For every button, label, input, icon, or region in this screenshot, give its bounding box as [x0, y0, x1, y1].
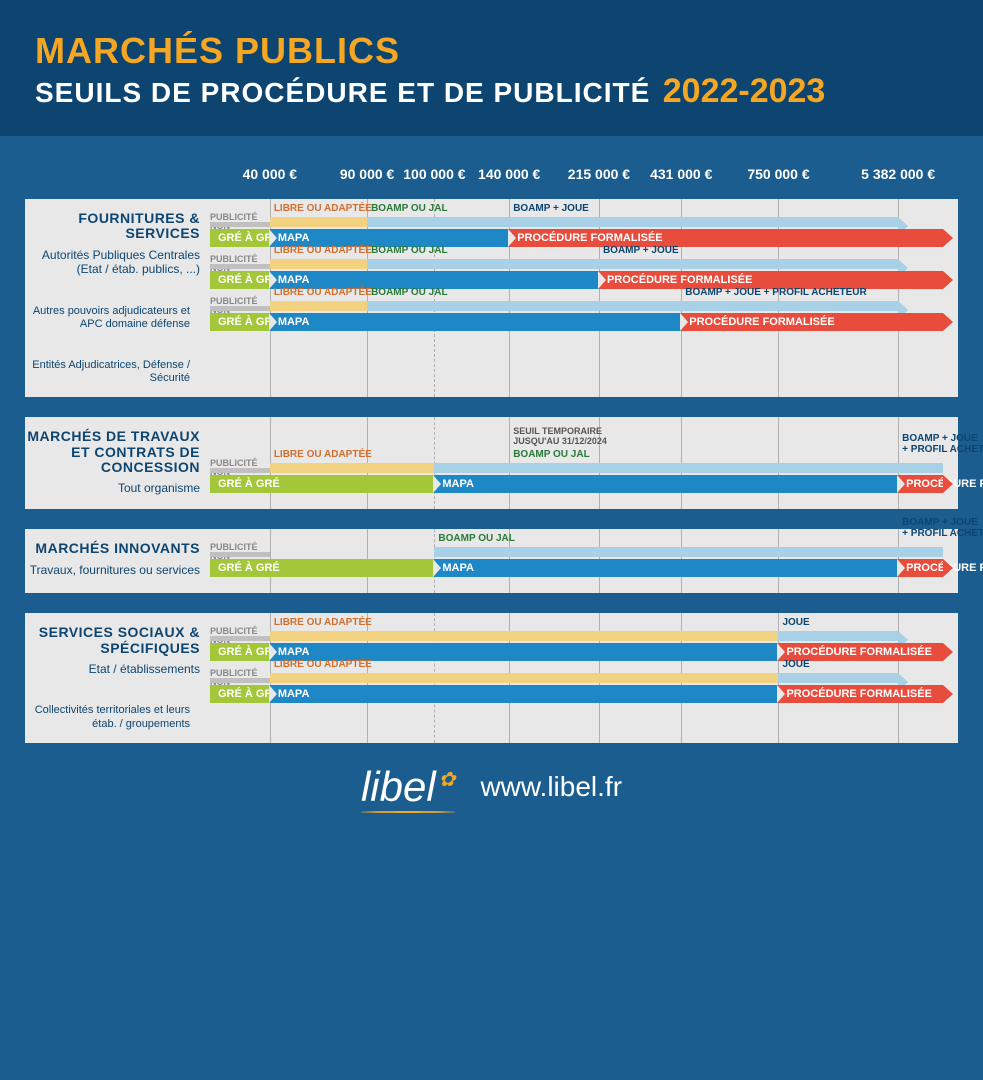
bar-segment [434, 547, 898, 557]
bar-segment [210, 468, 270, 473]
bar-segment: MAPA [434, 559, 898, 577]
bar-over-label: BOAMP + JOUE + PROFIL ACHETEUR [898, 517, 983, 539]
bar-segment: GRÉ À GRÉ [210, 313, 270, 331]
threshold-labels: 40 000 € 90 000 € 100 000 € 140 000 € 215 00… [210, 166, 958, 191]
bar-segment [270, 673, 779, 683]
bar-over-label: LIBRE OU ADAPTÉE [270, 203, 372, 214]
bar-segment [898, 547, 943, 557]
bar-over-label: BOAMP + JOUE + PROFIL ACHETEUR [898, 433, 983, 455]
footer: libel✿ www.libel.fr [0, 763, 983, 811]
section-subtitle: Etat / établissements [25, 662, 200, 676]
thresholds-row: 40 000 € 90 000 € 100 000 € 140 000 € 215 00… [25, 166, 958, 191]
bar-segment: PROCÉDURE FORM. [898, 559, 943, 577]
bar-segment: GRÉ À GRÉ [210, 475, 434, 493]
bar-segment: MAPA [434, 475, 898, 493]
bar-over-label: BOAMP OU JAL [367, 245, 448, 256]
bar-over-label: LIBRE OU ADAPTÉE [270, 659, 372, 670]
bar-segment: PROCÉDURE FORM. [898, 475, 943, 493]
bar-over-label: LIBRE OU ADAPTÉE [270, 617, 372, 628]
threshold-label: 90 000 € [340, 166, 395, 182]
bar-segment [210, 222, 270, 227]
bar-segment [270, 259, 367, 269]
bar-segment: GRÉ À GRÉ [210, 229, 270, 247]
section-title: FOURNITURES & SERVICES [25, 211, 200, 242]
section-subtitle: Tout organisme [25, 481, 200, 495]
logo-flower-icon: ✿ [439, 769, 456, 791]
bar-segment [898, 463, 943, 473]
bar-segment [270, 631, 779, 641]
bar-segment [210, 678, 270, 683]
bar-over-label: LIBRE OU ADAPTÉE [270, 287, 372, 298]
section-subtitle: Collectivités territoriales et leurs éta… [25, 704, 200, 730]
sections-container: FOURNITURES & SERVICES Autorités Publique… [25, 199, 958, 743]
bar-segment [367, 217, 509, 227]
threshold-label: 40 000 € [243, 166, 298, 182]
section-subtitle: Travaux, fournitures ou services [25, 563, 200, 577]
section-title: MARCHÉS DE TRAVAUX ET CONTRATS DE CONCES… [25, 429, 200, 475]
section: MARCHÉS DE TRAVAUX ET CONTRATS DE CONCES… [25, 417, 958, 509]
bar-segment [778, 673, 898, 683]
threshold-label: 215 000 € [568, 166, 630, 182]
bar-segment: GRÉ À GRÉ [210, 559, 434, 577]
bar-over-label: LIBRE OU ADAPTÉE [270, 245, 372, 256]
threshold-label: 5 382 000 € [861, 166, 935, 182]
bar-over-label: BOAMP OU JAL [367, 203, 448, 214]
bar-segment [210, 306, 270, 311]
bar-over-label: BOAMP OU JAL [367, 287, 448, 298]
header: MARCHÉS PUBLICS SEUILS DE PROCÉDURE ET D… [0, 0, 983, 136]
bar-over-label: BOAMP OU JAL [509, 449, 590, 460]
bar-segment: GRÉ À GRÉ [210, 643, 270, 661]
section-title: SERVICES SOCIAUX & SPÉCIFIQUES [25, 625, 200, 656]
title-subtitle: SEUILS DE PROCÉDURE ET DE PUBLICITÉ [35, 77, 650, 108]
threshold-label: 750 000 € [747, 166, 809, 182]
section-subtitle: Autorités Publiques Centrales (Etat / ét… [25, 248, 200, 277]
threshold-label: 100 000 € [403, 166, 465, 182]
bar-segment [210, 552, 270, 557]
bar-over-label: JOUE [778, 659, 809, 670]
temp-note: SEUIL TEMPORAIRE JUSQU'AU 31/12/2024 [509, 427, 607, 447]
bar-segment [778, 631, 898, 641]
bar-segment [367, 301, 681, 311]
threshold-label: 431 000 € [650, 166, 712, 182]
bar-segment [367, 259, 599, 269]
section: MARCHÉS INNOVANTS Travaux, fournitures ou… [25, 529, 958, 593]
bar-over-label: JOUE [778, 617, 809, 628]
bar-over-label: BOAMP OU JAL [434, 533, 515, 544]
title-year: 2022-2023 [663, 72, 826, 110]
bar-segment: GRÉ À GRÉ [210, 685, 270, 703]
bar-segment [270, 463, 435, 473]
bar-segment [210, 264, 270, 269]
bar-segment [210, 636, 270, 641]
logo: libel✿ [361, 763, 455, 811]
bar-segment: PROCÉDURE FORMALISÉE [778, 685, 943, 703]
bar-segment: MAPA [270, 313, 681, 331]
section: SERVICES SOCIAUX & SPÉCIFIQUES Etat / éta… [25, 613, 958, 743]
threshold-label: 140 000 € [478, 166, 540, 182]
section-title: MARCHÉS INNOVANTS [25, 541, 200, 556]
content: 40 000 € 90 000 € 100 000 € 140 000 € 215 00… [0, 136, 983, 743]
bar-segment [599, 259, 898, 269]
url: www.libel.fr [480, 771, 622, 803]
bar-segment: MAPA [270, 685, 779, 703]
bar-segment [434, 463, 898, 473]
bar-segment: PROCÉDURE FORMALISÉE [509, 229, 943, 247]
bar-over-label: BOAMP + JOUE + PROFIL ACHETEUR [681, 287, 867, 298]
bar-segment [509, 217, 898, 227]
bar-over-label: BOAMP + JOUE [509, 203, 589, 214]
section-subtitle: Entités Adjudicatrices, Défense / Sécuri… [25, 359, 200, 385]
bar-segment: PROCÉDURE FORMALISÉE [681, 313, 943, 331]
bar-segment [270, 217, 367, 227]
bar-segment [270, 301, 367, 311]
bar-segment: GRÉ À GRÉ [210, 271, 270, 289]
bar-over-label: BOAMP + JOUE [599, 245, 679, 256]
bar-segment [681, 301, 898, 311]
section: FOURNITURES & SERVICES Autorités Publique… [25, 199, 958, 397]
title-main: MARCHÉS PUBLICS [35, 30, 948, 72]
section-subtitle: Autres pouvoirs adjudicateurs et APC dom… [25, 305, 200, 331]
bar-over-label: LIBRE OU ADAPTÉE [270, 449, 372, 460]
